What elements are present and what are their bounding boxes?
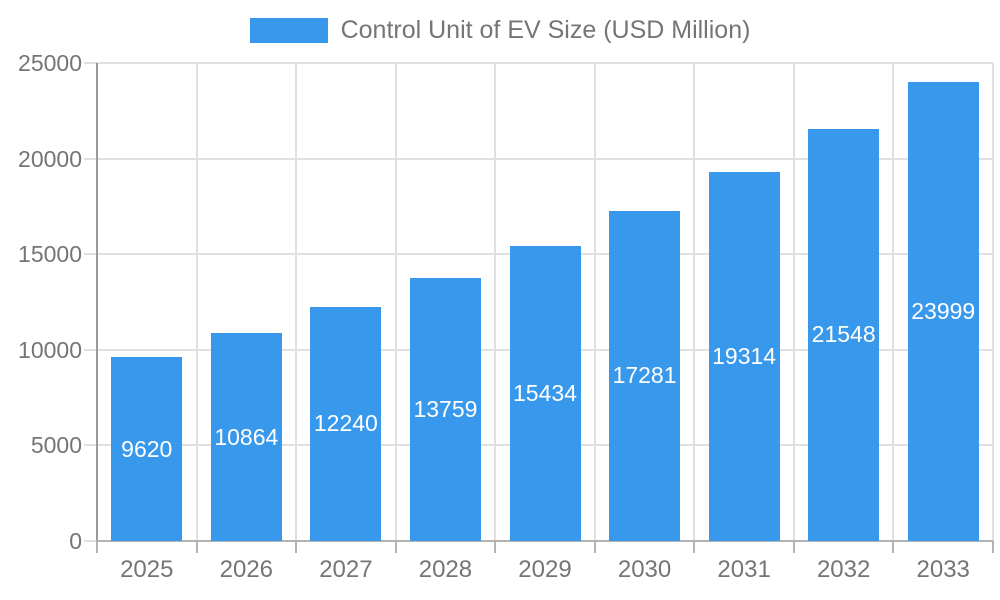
- bar-value-label: 10864: [214, 423, 279, 450]
- x-tick: [195, 541, 198, 553]
- x-tick-label: 2025: [120, 556, 174, 583]
- y-tick: [84, 348, 97, 351]
- x-gridline: [693, 63, 696, 541]
- x-tick-label: 2027: [319, 556, 373, 583]
- x-gridline: [593, 63, 596, 541]
- y-tick-label: 0: [69, 528, 82, 554]
- x-tick: [394, 541, 397, 553]
- x-tick: [693, 541, 696, 553]
- y-axis-line: [96, 63, 98, 541]
- x-tick-label: 2028: [418, 556, 473, 583]
- x-tick: [494, 541, 497, 553]
- x-tick: [295, 541, 298, 553]
- x-gridline: [792, 63, 795, 541]
- y-tick-label: 20000: [18, 145, 82, 172]
- x-tick: [593, 541, 596, 553]
- bar: 15434: [509, 245, 581, 541]
- y-tick: [84, 253, 97, 256]
- x-gridline: [494, 63, 497, 541]
- bar-value-label: 13759: [413, 395, 478, 422]
- bar-value-label: 15434: [513, 379, 577, 406]
- bar-value-label: 17281: [612, 362, 677, 389]
- y-tick-label: 25000: [18, 50, 82, 76]
- x-gridline: [992, 63, 994, 541]
- y-gridline: [97, 62, 993, 64]
- bar-value-label: 23999: [911, 298, 976, 325]
- x-gridline: [295, 63, 298, 541]
- x-tick-label: 2029: [518, 556, 572, 583]
- y-gridline: [97, 157, 993, 160]
- x-tick: [992, 541, 994, 553]
- x-tick-label: 2033: [916, 556, 970, 583]
- bar-value-label: 21548: [811, 321, 876, 348]
- bar: 10864: [210, 333, 282, 541]
- bar-value-label: 9620: [121, 435, 173, 462]
- bar: 23999: [907, 82, 979, 541]
- bar: 17281: [609, 210, 681, 541]
- bar-value-label: 19314: [712, 342, 777, 369]
- bar-value-label: 12240: [313, 410, 378, 437]
- x-tick-label: 2026: [219, 556, 274, 583]
- x-gridline: [394, 63, 397, 541]
- bar: 19314: [708, 171, 780, 541]
- x-tick-label: 2032: [816, 556, 871, 583]
- x-tick: [792, 541, 795, 553]
- x-gridline: [195, 63, 198, 541]
- legend-swatch: [249, 18, 328, 43]
- y-tick-label: 15000: [18, 241, 82, 268]
- y-tick-label: 10000: [18, 336, 82, 363]
- x-tick-label: 2031: [717, 556, 771, 583]
- bar: 21548: [808, 129, 880, 541]
- bar: 13759: [409, 277, 481, 541]
- x-tick: [96, 541, 98, 553]
- x-tick: [892, 541, 895, 553]
- y-tick: [84, 540, 97, 542]
- y-tick-label: 5000: [30, 432, 82, 459]
- bar: 12240: [310, 306, 382, 541]
- legend-label: Control Unit of EV Size (USD Million): [340, 16, 751, 44]
- legend: Control Unit of EV Size (USD Million): [0, 16, 1000, 45]
- x-axis-line: [97, 540, 993, 542]
- bar: 9620: [111, 357, 183, 541]
- x-tick-label: 2030: [617, 556, 672, 583]
- y-tick: [84, 157, 97, 160]
- x-gridline: [892, 63, 895, 541]
- y-tick: [84, 62, 97, 64]
- y-tick: [84, 444, 97, 447]
